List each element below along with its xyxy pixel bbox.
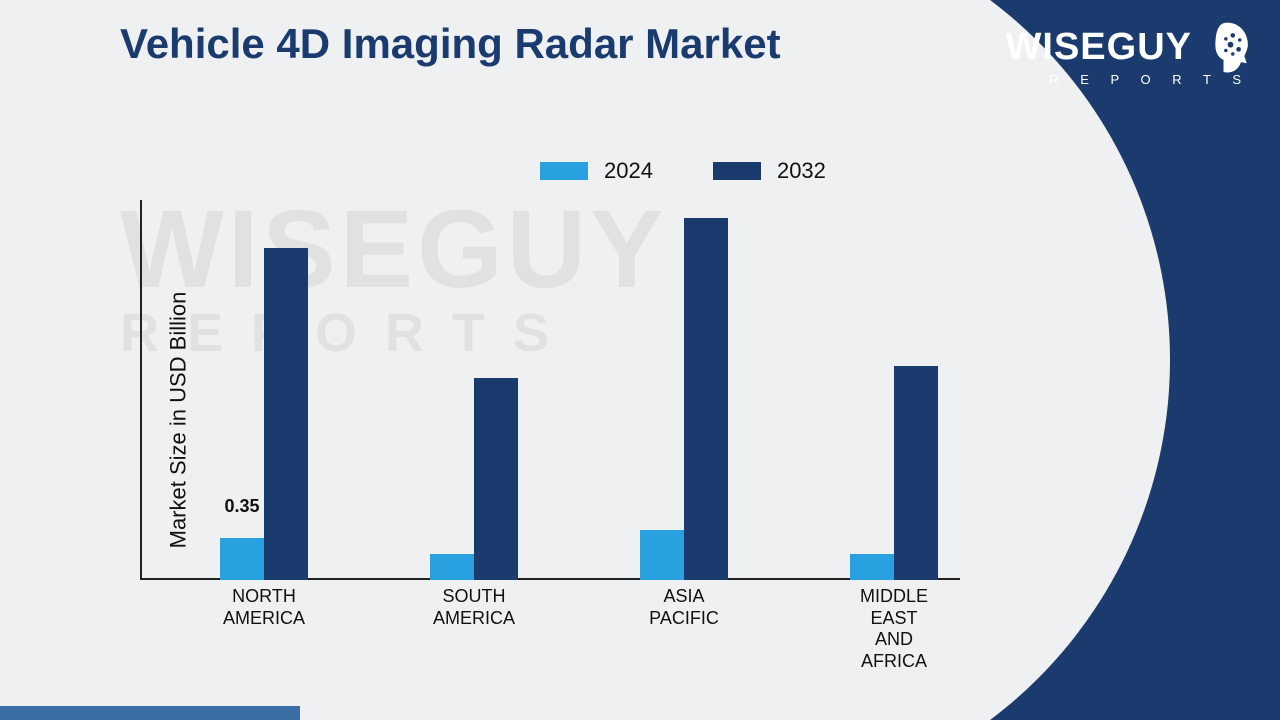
plot-area: 0.35 [140, 200, 960, 580]
bar-group [430, 378, 518, 580]
x-tick-label: SOUTH AMERICA [433, 586, 515, 629]
legend-swatch [713, 162, 761, 180]
x-tick-label: MIDDLE EAST AND AFRICA [860, 586, 928, 672]
chart-area: 20242032 Market Size in USD Billion 0.35… [60, 150, 980, 690]
brand-head-icon [1198, 18, 1256, 76]
bar [474, 378, 518, 580]
bar-value-label: 0.35 [224, 496, 259, 517]
legend-item: 2032 [713, 158, 826, 184]
canvas: WISEGUY R E P O R T S Vehicle 4D Imaging… [0, 0, 1280, 720]
bar [850, 554, 894, 580]
brand-main-row: WISEGUY [1006, 18, 1256, 76]
brand-sub-text: R E P O R T S [1006, 72, 1256, 87]
bar [894, 366, 938, 580]
bar [640, 530, 684, 580]
bar-group [640, 218, 728, 580]
bar-group [850, 366, 938, 580]
bar [220, 538, 264, 580]
x-axis-labels: NORTH AMERICA SOUTH AMERICA ASIA PACIFIC MI… [140, 580, 960, 690]
brand-main-text: WISEGUY [1006, 26, 1192, 69]
bar [264, 248, 308, 581]
bottom-accent-bar [0, 706, 300, 720]
legend-label: 2024 [604, 158, 653, 184]
bar [430, 554, 474, 580]
y-axis-line [140, 200, 142, 580]
brand-block: WISEGUY R E P O R T S [1006, 18, 1256, 87]
x-tick-label: ASIA PACIFIC [649, 586, 719, 629]
legend-item: 2024 [540, 158, 653, 184]
bar-group [220, 248, 308, 581]
legend-swatch [540, 162, 588, 180]
x-tick-label: NORTH AMERICA [223, 586, 305, 629]
legend-label: 2032 [777, 158, 826, 184]
bar [684, 218, 728, 580]
legend: 2024 2032 [540, 158, 826, 184]
chart-title: Vehicle 4D Imaging Radar Market [120, 20, 781, 68]
